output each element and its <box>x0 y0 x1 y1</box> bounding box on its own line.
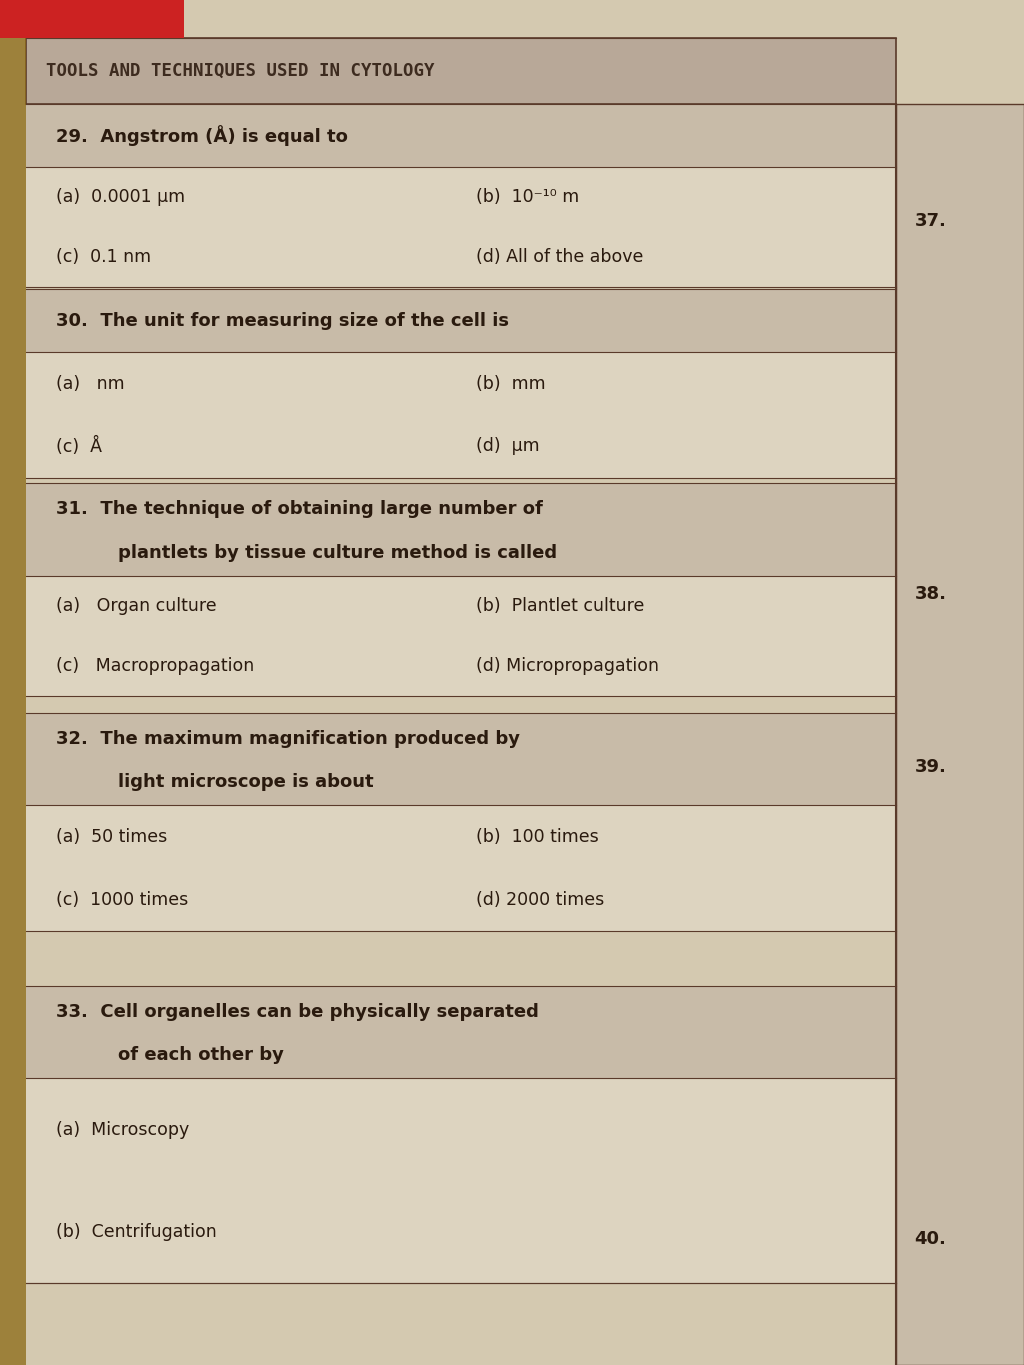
FancyBboxPatch shape <box>26 483 896 576</box>
Text: (a)  0.0001 μm: (a) 0.0001 μm <box>56 187 185 206</box>
Text: 29.  Angstrom (Å) is equal to: 29. Angstrom (Å) is equal to <box>56 124 348 146</box>
Text: (a)   Organ culture: (a) Organ culture <box>56 597 217 616</box>
Text: (d) 2000 times: (d) 2000 times <box>476 890 604 909</box>
Text: (c)  0.1 nm: (c) 0.1 nm <box>56 247 152 266</box>
Text: 31.  The technique of obtaining large number of: 31. The technique of obtaining large num… <box>56 500 543 519</box>
FancyBboxPatch shape <box>26 576 896 696</box>
Text: TOOLS AND TECHNIQUES USED IN CYTOLOGY: TOOLS AND TECHNIQUES USED IN CYTOLOGY <box>46 61 434 81</box>
Text: (b)  10⁻¹⁰ m: (b) 10⁻¹⁰ m <box>476 187 580 206</box>
Text: 32.  The maximum magnification produced by: 32. The maximum magnification produced b… <box>56 729 520 748</box>
Text: (a)   nm: (a) nm <box>56 374 125 393</box>
FancyBboxPatch shape <box>26 713 896 805</box>
FancyBboxPatch shape <box>0 0 184 38</box>
Text: (b)  100 times: (b) 100 times <box>476 827 599 846</box>
Text: (d) All of the above: (d) All of the above <box>476 247 643 266</box>
Text: (d) Micropropagation: (d) Micropropagation <box>476 657 659 676</box>
Text: (b)  Centrifugation: (b) Centrifugation <box>56 1223 217 1241</box>
FancyBboxPatch shape <box>26 986 896 1078</box>
Text: 37.: 37. <box>914 212 946 231</box>
FancyBboxPatch shape <box>26 352 896 478</box>
Text: (d)  μm: (d) μm <box>476 437 540 456</box>
Text: (c)  Å: (c) Å <box>56 437 102 456</box>
Text: plantlets by tissue culture method is called: plantlets by tissue culture method is ca… <box>118 543 557 562</box>
Text: (b)  mm: (b) mm <box>476 374 546 393</box>
FancyBboxPatch shape <box>26 104 896 167</box>
FancyBboxPatch shape <box>896 104 1024 1365</box>
Text: of each other by: of each other by <box>118 1046 284 1065</box>
Text: light microscope is about: light microscope is about <box>118 773 374 792</box>
FancyBboxPatch shape <box>26 805 896 931</box>
FancyBboxPatch shape <box>26 38 896 104</box>
Text: (c)  1000 times: (c) 1000 times <box>56 890 188 909</box>
Text: 30.  The unit for measuring size of the cell is: 30. The unit for measuring size of the c… <box>56 311 509 330</box>
Text: 38.: 38. <box>914 584 946 603</box>
Text: (a)  Microscopy: (a) Microscopy <box>56 1121 189 1138</box>
Text: (a)  50 times: (a) 50 times <box>56 827 168 846</box>
Text: 39.: 39. <box>914 758 946 777</box>
Text: 33.  Cell organelles can be physically separated: 33. Cell organelles can be physically se… <box>56 1002 540 1021</box>
FancyBboxPatch shape <box>26 289 896 352</box>
Text: (b)  Plantlet culture: (b) Plantlet culture <box>476 597 644 616</box>
FancyBboxPatch shape <box>26 1078 896 1283</box>
Text: (c)   Macropropagation: (c) Macropropagation <box>56 657 255 676</box>
FancyBboxPatch shape <box>26 167 896 287</box>
Text: 40.: 40. <box>914 1230 946 1249</box>
FancyBboxPatch shape <box>0 0 26 1365</box>
